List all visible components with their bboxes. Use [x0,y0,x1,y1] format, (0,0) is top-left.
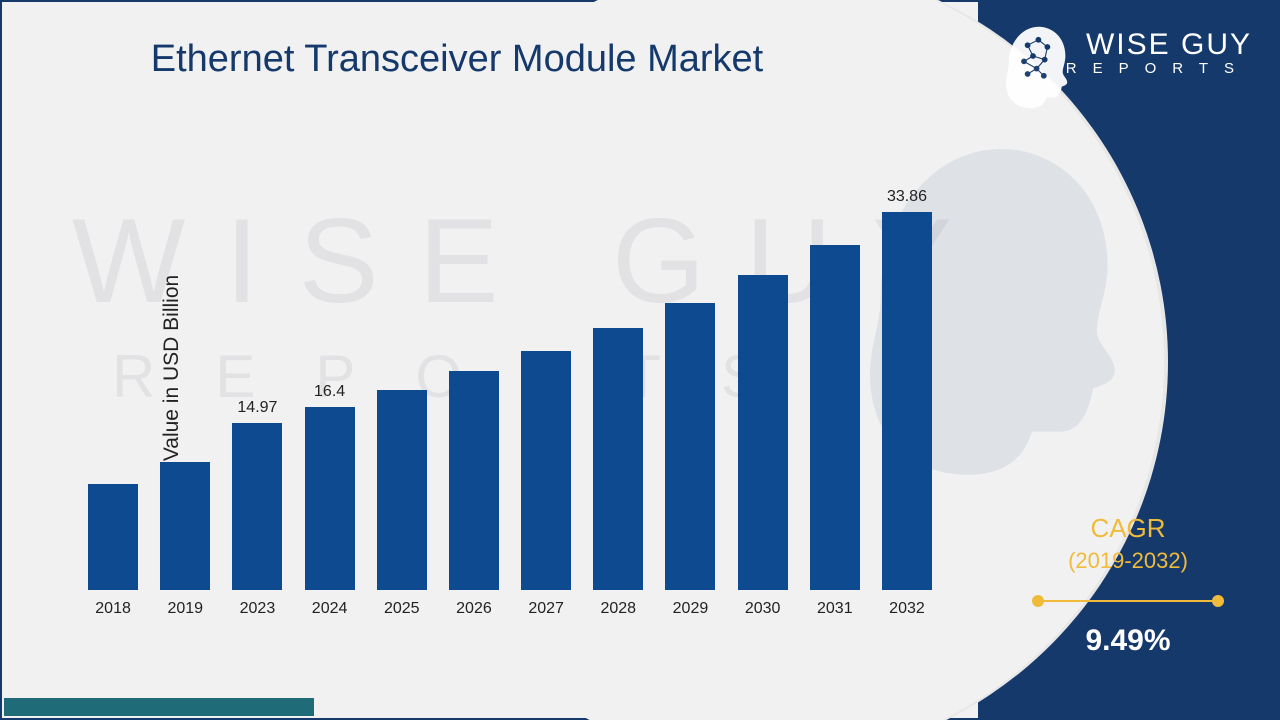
bars-container: 14.97 16.4 33.86 [88,188,932,590]
bar-col: 33.86 [882,188,932,590]
x-tick-label: 2019 [160,600,210,618]
bar-col [521,188,571,590]
bar-value-label: 16.4 [314,383,345,401]
bar [665,303,715,590]
logo-head-icon [988,20,1078,110]
bar-col [88,188,138,590]
page-root: WISE GUY REPORTS Ethernet Transceiver Mo… [0,0,1280,720]
cagr-divider [1038,600,1218,602]
cagr-block: CAGR (2019-2032) 9.49% [1018,513,1238,658]
bar [232,423,282,590]
x-tick-label: 2032 [882,600,932,618]
bar-col [377,188,427,590]
x-tick-label: 2031 [810,600,860,618]
x-tick-label: 2030 [738,600,788,618]
x-tick-label: 2028 [593,600,643,618]
bar-col [738,188,788,590]
bar [882,212,932,590]
bar-value-label: 33.86 [887,188,927,206]
bar-value-label: 14.97 [237,399,277,417]
bar [593,328,643,590]
brand-sub: REPORTS [1066,60,1252,77]
bar [449,371,499,590]
bar-col: 14.97 [232,188,282,590]
bar [305,407,355,590]
bar-col [160,188,210,590]
bar [88,484,138,590]
chart-title: Ethernet Transceiver Module Market [2,38,912,81]
x-tick-label: 2023 [232,600,282,618]
x-tick-label: 2025 [377,600,427,618]
x-axis: 2018 2019 2023 2024 2025 2026 2027 2028 2029 2030… [88,600,932,618]
bar [377,390,427,590]
x-tick-label: 2026 [449,600,499,618]
x-tick-label: 2027 [521,600,571,618]
x-tick-label: 2029 [665,600,715,618]
bar [160,462,210,590]
bar-col [593,188,643,590]
bar [738,275,788,590]
bar-chart: Market Value in USD Billion 14.9716.433.… [52,188,932,618]
cagr-value: 9.49% [1018,624,1238,658]
x-tick-label: 2024 [305,600,355,618]
plot-area: 14.97 16.4 33.86 [88,188,932,590]
bar [810,245,860,590]
bar-col [665,188,715,590]
bar [521,351,571,590]
bar-col [810,188,860,590]
x-tick-label: 2018 [88,600,138,618]
cagr-label: CAGR [1018,513,1238,544]
brand-logo: WISE GUY REPORTS [1066,28,1252,77]
bar-col [449,188,499,590]
bar-col: 16.4 [305,188,355,590]
cagr-range: (2019-2032) [1018,548,1238,574]
brand-main: WISE GUY [1066,28,1252,62]
